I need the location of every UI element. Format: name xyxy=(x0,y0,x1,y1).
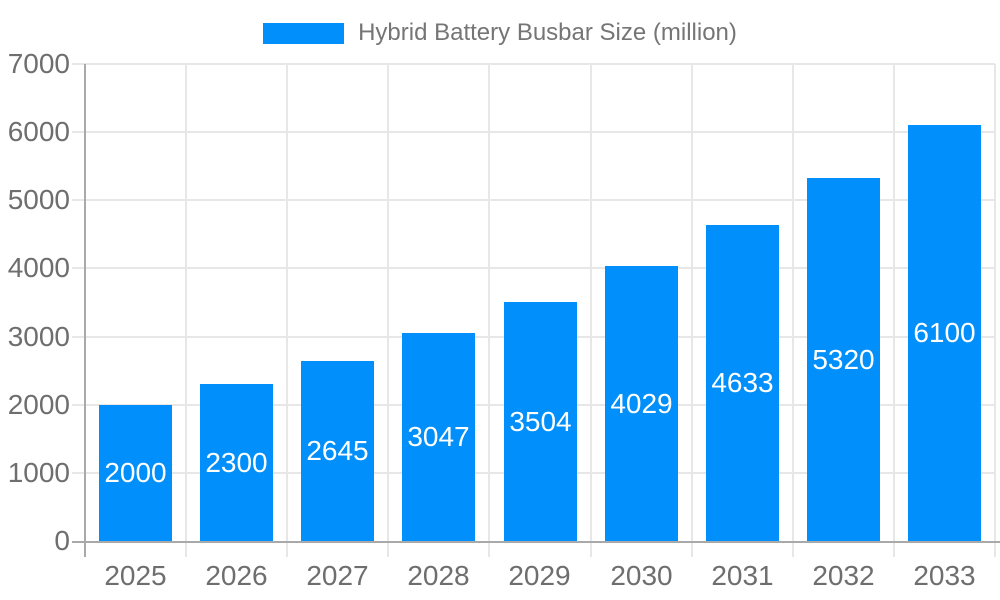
x-tick-label-2030: 2030 xyxy=(610,560,673,591)
y-tick-label: 4000 xyxy=(7,252,70,283)
gridline-v xyxy=(590,64,592,557)
bar-value-label: 6100 xyxy=(913,317,976,348)
bar-value-label: 2645 xyxy=(306,435,369,466)
bar-value-label: 4029 xyxy=(610,387,673,419)
bar-value-label: 2300 xyxy=(205,446,268,478)
bar-2033[interactable]: 6100 xyxy=(908,125,981,541)
legend[interactable]: Hybrid Battery Busbar Size (million) xyxy=(0,18,1000,48)
gridline-h xyxy=(72,63,995,65)
gridline-v xyxy=(994,64,996,557)
x-tick-label-2029: 2029 xyxy=(508,560,571,591)
gridline-h xyxy=(72,267,995,269)
y-tick-label: 7000 xyxy=(7,48,70,79)
y-tick-label: 1000 xyxy=(7,457,70,488)
x-tick-label-2025: 2025 xyxy=(104,560,167,591)
gridline-h xyxy=(72,199,995,201)
bar-2030[interactable]: 4029 xyxy=(605,266,678,541)
bar-2026[interactable]: 2300 xyxy=(200,384,273,541)
y-tick-label: 2000 xyxy=(7,389,70,420)
gridline-v xyxy=(185,64,187,557)
bar-value-label: 5320 xyxy=(812,343,875,375)
bar-2025[interactable]: 2000 xyxy=(99,405,172,541)
bar-2031[interactable]: 4633 xyxy=(706,225,779,541)
x-tick-label-2032: 2032 xyxy=(812,560,875,591)
x-axis-line xyxy=(72,541,1000,543)
bar-2027[interactable]: 2645 xyxy=(301,361,374,541)
x-tick-label-2033: 2033 xyxy=(913,560,976,591)
gridline-v xyxy=(488,64,490,557)
gridline-v xyxy=(691,64,693,557)
x-tick-label-2028: 2028 xyxy=(407,560,470,591)
gridline-h xyxy=(72,131,995,133)
legend-label: Hybrid Battery Busbar Size (million) xyxy=(358,19,737,46)
bar-value-label: 2000 xyxy=(104,457,167,488)
gridline-v xyxy=(893,64,895,557)
bar-value-label: 3047 xyxy=(407,421,470,452)
y-tick-label: 0 xyxy=(54,525,70,556)
bar-value-label: 4633 xyxy=(711,367,774,398)
gridline-v xyxy=(792,64,794,557)
bar-value-label: 3504 xyxy=(509,405,572,437)
gridline-v xyxy=(286,64,288,557)
y-tick-label: 3000 xyxy=(7,321,70,352)
legend-swatch-icon xyxy=(263,22,345,44)
y-axis-line xyxy=(84,64,86,557)
y-tick-label: 5000 xyxy=(7,184,70,215)
bar-2032[interactable]: 5320 xyxy=(807,178,880,541)
bar-2029[interactable]: 3504 xyxy=(504,302,577,541)
bar-2028[interactable]: 3047 xyxy=(402,333,475,541)
x-tick-label-2027: 2027 xyxy=(306,560,369,591)
y-tick-label: 6000 xyxy=(7,116,70,147)
x-tick-label-2026: 2026 xyxy=(205,560,268,591)
x-tick-label-2031: 2031 xyxy=(711,560,774,591)
gridline-v xyxy=(387,64,389,557)
